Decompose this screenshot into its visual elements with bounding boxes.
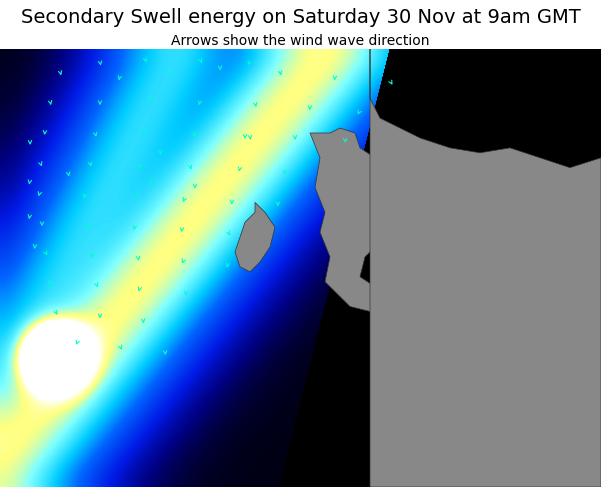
Text: Secondary Swell energy on Saturday 30 Nov at 9am GMT: Secondary Swell energy on Saturday 30 No… — [20, 7, 581, 27]
Polygon shape — [235, 203, 275, 272]
Polygon shape — [310, 128, 390, 312]
Polygon shape — [370, 49, 601, 487]
Text: Arrows show the wind wave direction: Arrows show the wind wave direction — [171, 35, 430, 48]
